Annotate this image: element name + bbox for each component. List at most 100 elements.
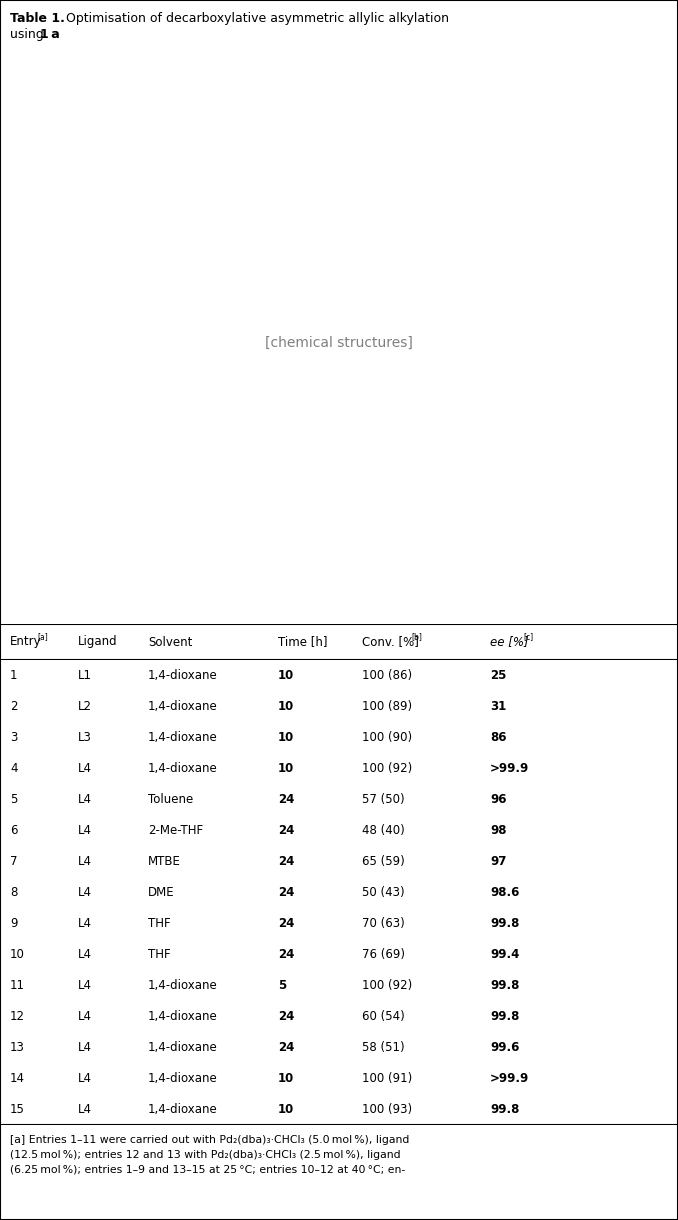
Text: 8: 8 bbox=[10, 886, 18, 899]
Text: >99.9: >99.9 bbox=[490, 762, 530, 775]
Text: MTBE: MTBE bbox=[148, 855, 181, 867]
Text: (12.5 mol %); entries 12 and 13 with Pd₂(dba)₃·CHCl₃ (2.5 mol %), ligand: (12.5 mol %); entries 12 and 13 with Pd₂… bbox=[10, 1150, 401, 1160]
Text: Table 1.: Table 1. bbox=[10, 12, 65, 24]
Text: 100 (90): 100 (90) bbox=[362, 731, 412, 744]
Text: 57 (50): 57 (50) bbox=[362, 793, 405, 806]
Text: 76 (69): 76 (69) bbox=[362, 948, 405, 961]
Text: L4: L4 bbox=[78, 886, 92, 899]
Text: 99.6: 99.6 bbox=[490, 1041, 519, 1054]
Text: 7: 7 bbox=[10, 855, 18, 867]
Text: 99.8: 99.8 bbox=[490, 978, 519, 992]
Text: 11: 11 bbox=[10, 978, 25, 992]
Text: 96: 96 bbox=[490, 793, 506, 806]
Text: 60 (54): 60 (54) bbox=[362, 1010, 405, 1024]
Text: 58 (51): 58 (51) bbox=[362, 1041, 405, 1054]
Text: L3: L3 bbox=[78, 731, 92, 744]
Text: using: using bbox=[10, 28, 47, 41]
Text: 100 (89): 100 (89) bbox=[362, 700, 412, 712]
Text: L4: L4 bbox=[78, 948, 92, 961]
Text: 9: 9 bbox=[10, 917, 18, 930]
Text: L4: L4 bbox=[78, 762, 92, 775]
Text: [chemical structures]: [chemical structures] bbox=[265, 336, 413, 350]
Text: 24: 24 bbox=[278, 855, 294, 867]
Text: ee [%]: ee [%] bbox=[490, 636, 529, 649]
Text: 100 (86): 100 (86) bbox=[362, 669, 412, 682]
Text: 15: 15 bbox=[10, 1103, 25, 1116]
Text: 1,4-dioxane: 1,4-dioxane bbox=[148, 669, 218, 682]
Text: L4: L4 bbox=[78, 1041, 92, 1054]
Text: 10: 10 bbox=[10, 948, 25, 961]
Text: THF: THF bbox=[148, 917, 171, 930]
Text: 1,4-dioxane: 1,4-dioxane bbox=[148, 1103, 218, 1116]
Text: 10: 10 bbox=[278, 1103, 294, 1116]
Text: 100 (91): 100 (91) bbox=[362, 1072, 412, 1085]
Text: L1: L1 bbox=[78, 669, 92, 682]
Text: .: . bbox=[53, 28, 57, 41]
Text: 24: 24 bbox=[278, 1041, 294, 1054]
Text: L4: L4 bbox=[78, 917, 92, 930]
Text: 24: 24 bbox=[278, 948, 294, 961]
Text: 1,4-dioxane: 1,4-dioxane bbox=[148, 1072, 218, 1085]
Text: 1: 1 bbox=[10, 669, 18, 682]
Text: DME: DME bbox=[148, 886, 175, 899]
Text: 1,4-dioxane: 1,4-dioxane bbox=[148, 1010, 218, 1024]
Text: 10: 10 bbox=[278, 1072, 294, 1085]
Text: 1,4-dioxane: 1,4-dioxane bbox=[148, 700, 218, 712]
Text: L4: L4 bbox=[78, 1103, 92, 1116]
Text: 6: 6 bbox=[10, 824, 18, 837]
Text: 4: 4 bbox=[10, 762, 18, 775]
Text: 24: 24 bbox=[278, 886, 294, 899]
Text: 98: 98 bbox=[490, 824, 506, 837]
Text: L2: L2 bbox=[78, 700, 92, 712]
Text: [b]: [b] bbox=[412, 632, 422, 642]
Text: 99.8: 99.8 bbox=[490, 917, 519, 930]
Text: 1,4-dioxane: 1,4-dioxane bbox=[148, 762, 218, 775]
Text: L4: L4 bbox=[78, 793, 92, 806]
Text: Solvent: Solvent bbox=[148, 636, 193, 649]
Text: Toluene: Toluene bbox=[148, 793, 193, 806]
Text: L4: L4 bbox=[78, 824, 92, 837]
Text: Optimisation of decarboxylative asymmetric allylic alkylation: Optimisation of decarboxylative asymmetr… bbox=[62, 12, 449, 24]
Text: 5: 5 bbox=[10, 793, 18, 806]
Text: 1 a: 1 a bbox=[40, 28, 60, 41]
Text: >99.9: >99.9 bbox=[490, 1072, 530, 1085]
Text: L4: L4 bbox=[78, 978, 92, 992]
Text: Time [h]: Time [h] bbox=[278, 636, 327, 649]
Text: 2-Me-THF: 2-Me-THF bbox=[148, 824, 203, 837]
Text: 24: 24 bbox=[278, 793, 294, 806]
Text: 98.6: 98.6 bbox=[490, 886, 519, 899]
Text: Conv. [%]: Conv. [%] bbox=[362, 636, 419, 649]
Text: 99.8: 99.8 bbox=[490, 1010, 519, 1024]
Text: 100 (92): 100 (92) bbox=[362, 762, 412, 775]
Text: 48 (40): 48 (40) bbox=[362, 824, 405, 837]
Text: 25: 25 bbox=[490, 669, 506, 682]
Text: 100 (93): 100 (93) bbox=[362, 1103, 412, 1116]
Text: Ligand: Ligand bbox=[78, 636, 117, 649]
Text: 1,4-dioxane: 1,4-dioxane bbox=[148, 978, 218, 992]
Text: 65 (59): 65 (59) bbox=[362, 855, 405, 867]
Text: 13: 13 bbox=[10, 1041, 25, 1054]
Text: 12: 12 bbox=[10, 1010, 25, 1024]
Text: [a] Entries 1–11 were carried out with Pd₂(dba)₃·CHCl₃ (5.0 mol %), ligand: [a] Entries 1–11 were carried out with P… bbox=[10, 1135, 410, 1146]
Text: 70 (63): 70 (63) bbox=[362, 917, 405, 930]
Text: 1,4-dioxane: 1,4-dioxane bbox=[148, 1041, 218, 1054]
Text: 5: 5 bbox=[278, 978, 286, 992]
Text: [a]: [a] bbox=[37, 632, 48, 642]
Text: 10: 10 bbox=[278, 669, 294, 682]
Text: 10: 10 bbox=[278, 731, 294, 744]
Text: 31: 31 bbox=[490, 700, 506, 712]
Text: (6.25 mol %); entries 1–9 and 13–15 at 25 °C; entries 10–12 at 40 °C; en-: (6.25 mol %); entries 1–9 and 13–15 at 2… bbox=[10, 1165, 405, 1175]
Text: 97: 97 bbox=[490, 855, 506, 867]
Text: THF: THF bbox=[148, 948, 171, 961]
Text: 99.8: 99.8 bbox=[490, 1103, 519, 1116]
Text: 86: 86 bbox=[490, 731, 506, 744]
Text: 14: 14 bbox=[10, 1072, 25, 1085]
Text: 1,4-dioxane: 1,4-dioxane bbox=[148, 731, 218, 744]
Text: 10: 10 bbox=[278, 700, 294, 712]
Text: 50 (43): 50 (43) bbox=[362, 886, 405, 899]
Text: 100 (92): 100 (92) bbox=[362, 978, 412, 992]
Text: Entry: Entry bbox=[10, 636, 41, 649]
Text: 3: 3 bbox=[10, 731, 18, 744]
Text: 2: 2 bbox=[10, 700, 18, 712]
Text: 24: 24 bbox=[278, 824, 294, 837]
